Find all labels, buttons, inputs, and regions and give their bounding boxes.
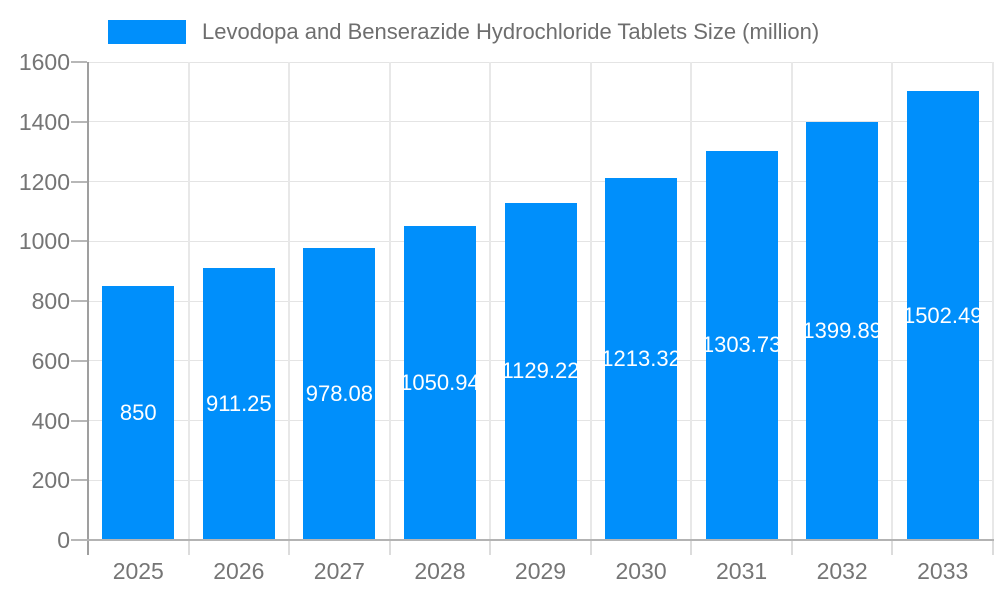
plot-area: 850 911.25 978.08 1050.94 1129.22 1213.32 1303…	[88, 61, 994, 540]
y-tick-mark	[71, 240, 87, 243]
y-tick-mark	[71, 61, 87, 63]
bar-value-label: 1129.22	[504, 358, 577, 384]
legend-item[interactable]: Levodopa and Benserazide Hydrochloride T…	[108, 19, 819, 45]
bar-value-label: 850	[119, 400, 157, 426]
y-axis-line	[87, 62, 89, 555]
gridline-vertical	[589, 62, 592, 540]
gridline-vertical	[489, 62, 492, 540]
x-tick-mark	[187, 540, 190, 555]
bar[interactable]: 1050.94	[403, 226, 476, 540]
bar-value-label: 978.08	[305, 380, 374, 406]
x-tick-label: 2027	[313, 558, 365, 584]
x-tick-mark	[489, 540, 492, 555]
x-tick-label: 2028	[414, 558, 466, 584]
x-tick-mark	[589, 540, 592, 555]
gridline-horizontal	[88, 61, 993, 63]
gridline-horizontal	[88, 121, 993, 123]
x-tick-mark	[388, 540, 391, 555]
y-tick-mark	[71, 120, 87, 123]
bar[interactable]: 1213.32	[605, 177, 678, 540]
y-tick-mark	[71, 300, 87, 302]
bar[interactable]: 1303.73	[705, 150, 778, 540]
gridline-vertical	[187, 62, 190, 540]
x-tick-label: 2033	[917, 558, 969, 584]
bar-value-label: 1050.94	[403, 370, 476, 396]
x-tick-mark	[992, 540, 994, 555]
bar-value-label: 1303.73	[705, 332, 778, 358]
y-tick-mark	[71, 479, 87, 482]
y-tick-label: 400	[31, 407, 70, 434]
bar[interactable]: 1502.49	[906, 91, 979, 540]
y-tick-label: 1000	[18, 228, 70, 255]
gridline-vertical	[288, 62, 291, 540]
bar-value-label: 1399.89	[806, 317, 879, 343]
bar-value-label: 1502.49	[906, 302, 979, 328]
y-tick-label: 1400	[18, 108, 70, 135]
x-tick-label: 2032	[816, 558, 868, 584]
y-tick-mark	[71, 539, 87, 541]
x-tick-mark	[891, 540, 894, 555]
x-tick-mark	[288, 540, 291, 555]
y-tick-label: 1200	[18, 168, 70, 195]
gridline-vertical	[891, 62, 894, 540]
bar[interactable]: 850	[102, 286, 175, 540]
gridline-vertical	[992, 62, 994, 540]
gridline-vertical	[388, 62, 391, 540]
gridline-vertical	[690, 62, 693, 540]
legend-label: Levodopa and Benserazide Hydrochloride T…	[202, 19, 820, 44]
y-tick-mark	[71, 359, 87, 362]
y-tick-label: 800	[31, 288, 70, 314]
x-axis-line	[87, 539, 994, 541]
x-tick-mark	[690, 540, 693, 555]
x-tick-label: 2025	[112, 558, 164, 584]
bar[interactable]: 1399.89	[806, 121, 879, 540]
x-tick-label: 2026	[213, 558, 265, 584]
x-tick-label: 2029	[514, 558, 567, 584]
y-tick-label: 0	[57, 527, 70, 553]
y-tick-mark	[71, 180, 87, 183]
x-tick-label: 2030	[615, 558, 667, 584]
y-tick-label: 200	[31, 467, 70, 494]
gridline-vertical	[790, 62, 793, 540]
y-tick-mark	[71, 419, 87, 422]
y-tick-label: 600	[31, 347, 70, 374]
bar[interactable]: 978.08	[303, 247, 376, 540]
gridline-horizontal	[88, 181, 993, 182]
x-tick-mark	[790, 540, 793, 555]
bar[interactable]: 1129.22	[504, 202, 577, 540]
bar[interactable]: 911.25	[202, 267, 275, 540]
bar-value-label: 1213.32	[605, 345, 678, 371]
x-tick-label: 2031	[716, 558, 768, 584]
bar-value-label: 911.25	[206, 390, 272, 416]
legend-swatch-icon	[108, 20, 186, 44]
y-tick-label: 1600	[18, 49, 70, 75]
